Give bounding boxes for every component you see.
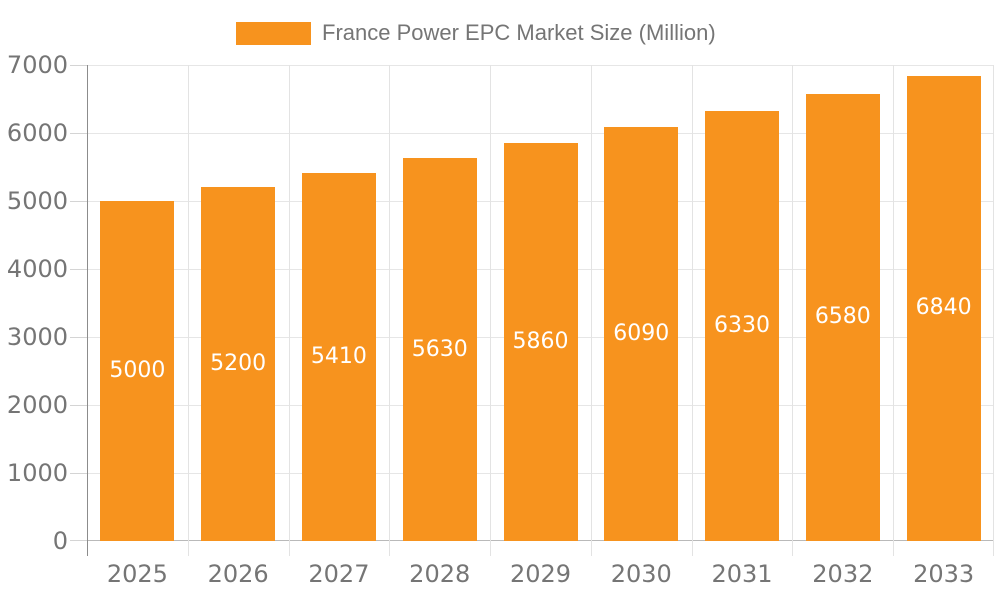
x-axis-label: 2028	[409, 560, 471, 588]
bar-value-label: 6840	[915, 295, 972, 320]
bar-value-label: 6330	[714, 313, 771, 338]
x-axis-label: 2027	[308, 560, 370, 588]
y-tick-mark	[70, 65, 87, 66]
bar	[302, 173, 376, 541]
bar-value-label: 5410	[310, 344, 367, 369]
y-axis-label: 5000	[6, 187, 68, 215]
bar	[100, 201, 174, 541]
gridline	[87, 133, 994, 134]
bar	[201, 187, 275, 541]
category-gridline	[389, 65, 390, 556]
legend-swatch-icon	[236, 21, 311, 45]
x-axis-label: 2030	[610, 560, 672, 588]
category-gridline	[289, 65, 290, 556]
y-tick-mark	[70, 405, 87, 406]
bar	[604, 127, 678, 541]
category-gridline	[893, 65, 894, 556]
x-axis-label: 2025	[106, 560, 168, 588]
y-axis-line	[87, 65, 88, 556]
x-axis-label: 2032	[812, 560, 874, 588]
y-axis-label: 3000	[6, 323, 68, 351]
bar	[907, 76, 981, 541]
category-gridline	[792, 65, 793, 556]
bar-value-label: 6580	[814, 304, 871, 329]
category-gridline	[993, 65, 994, 556]
legend: France Power EPC Market Size (Million)	[236, 20, 716, 46]
bar	[705, 111, 779, 541]
y-axis-label: 1000	[6, 459, 68, 487]
bar	[504, 143, 578, 541]
x-axis-label: 2026	[207, 560, 269, 588]
y-axis-label: 7000	[6, 51, 68, 79]
y-axis-label: 0	[52, 527, 68, 555]
x-axis-label: 2029	[509, 560, 572, 588]
gridline	[87, 65, 994, 66]
plot-area: 0 1000 2000 3000 4000 5000 6000 7000 5000 2025 520…	[7, 53, 994, 586]
category-gridline	[188, 65, 189, 556]
y-tick-mark	[70, 337, 87, 338]
category-gridline	[692, 65, 693, 556]
x-axis-label: 2031	[711, 560, 773, 588]
y-tick-mark	[70, 540, 87, 541]
y-tick-mark	[70, 133, 87, 134]
category-gridline	[591, 65, 592, 556]
category-gridline	[490, 65, 491, 556]
bar-value-label: 5000	[109, 358, 166, 383]
y-tick-mark	[70, 269, 87, 270]
y-tick-mark	[70, 201, 87, 202]
bar-value-label: 5630	[411, 337, 468, 362]
y-axis-label: 6000	[6, 119, 68, 147]
y-tick-mark	[70, 473, 87, 474]
bar	[806, 94, 880, 541]
x-axis-label: 2033	[913, 560, 975, 588]
legend-label: France Power EPC Market Size (Million)	[322, 20, 716, 45]
y-axis-label: 4000	[6, 255, 68, 283]
y-axis-label: 2000	[6, 391, 68, 419]
bar	[403, 158, 477, 541]
bar-value-label: 5200	[210, 351, 267, 376]
bar-value-label: 5860	[512, 329, 569, 354]
bar-value-label: 6090	[613, 321, 670, 346]
